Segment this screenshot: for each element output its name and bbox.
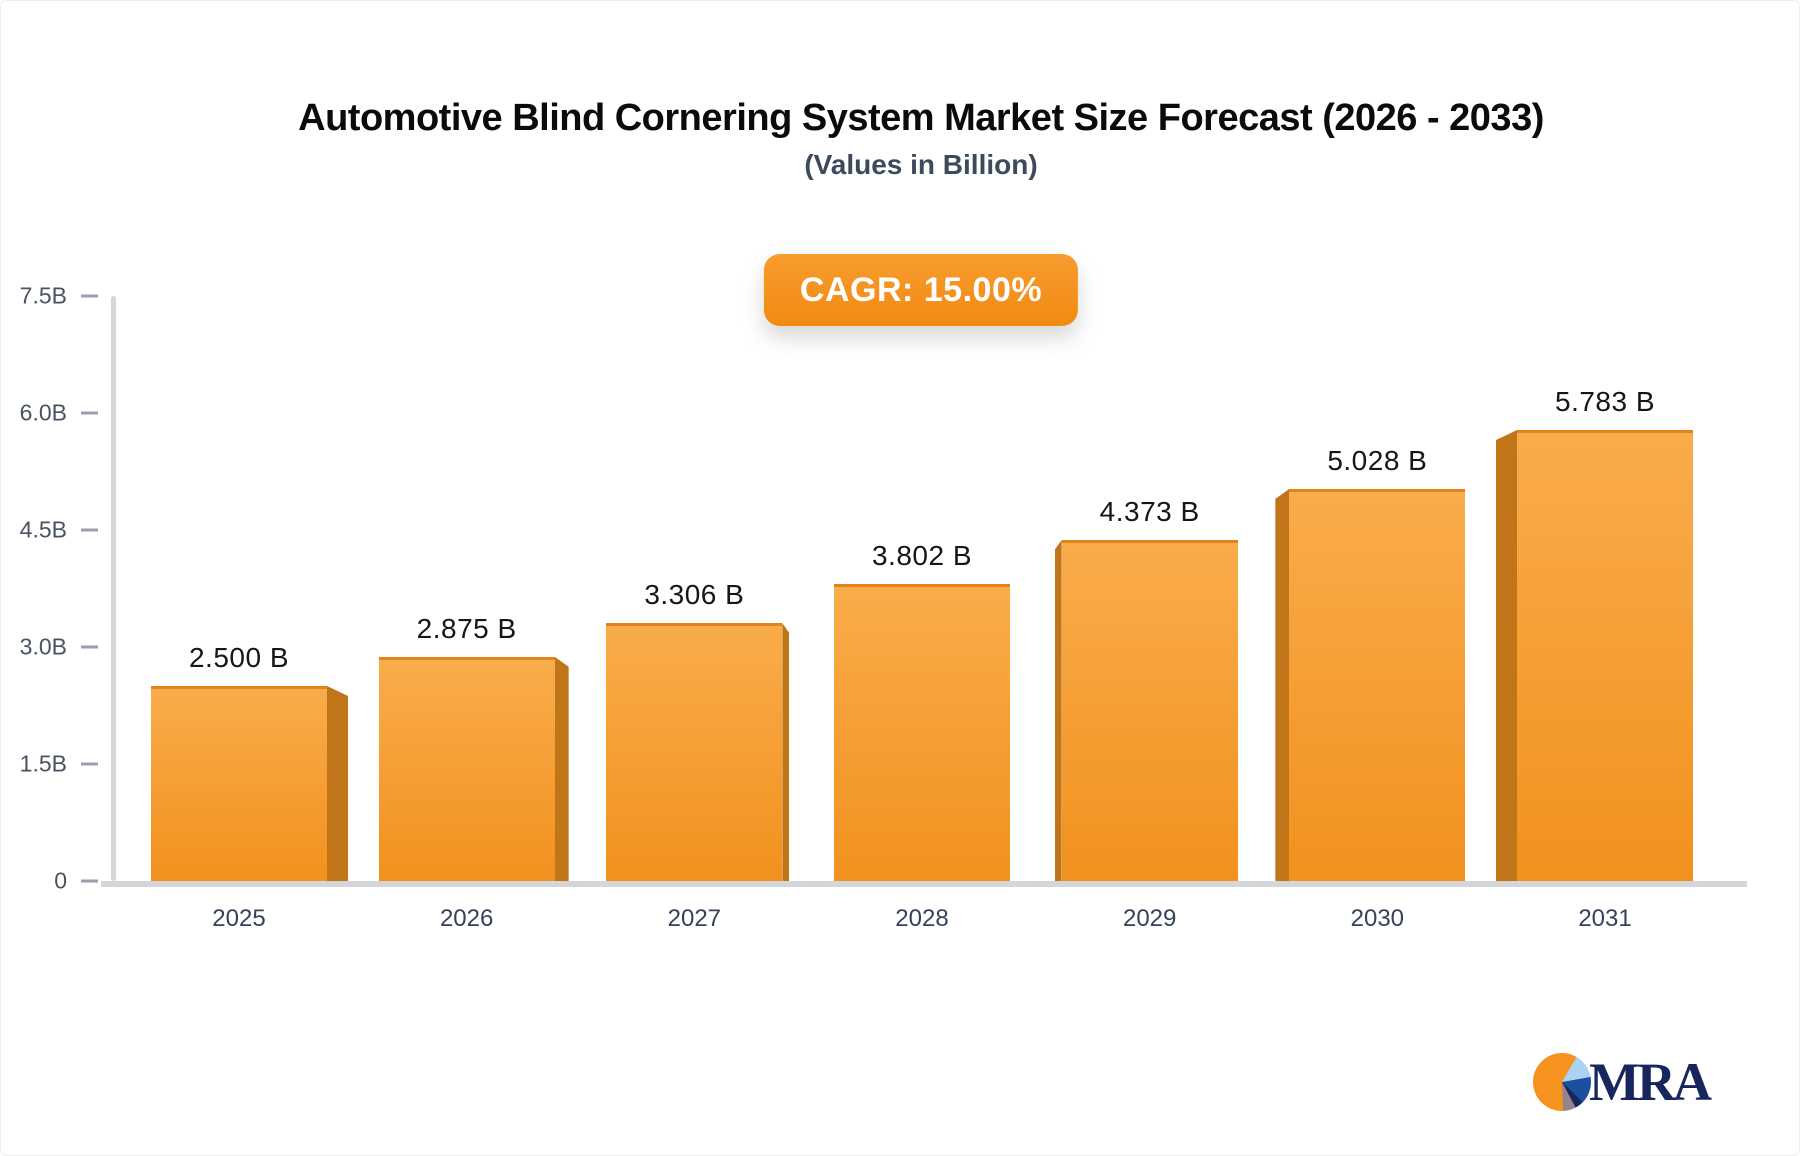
y-tick-label-1.5B: 1.5B [19, 750, 67, 777]
bar-value-label-2028: 3.802 B [871, 540, 973, 572]
bar-value-label-2031: 5.783 B [1555, 385, 1656, 417]
bar-value-label-2026: 2.875 B [416, 612, 517, 644]
x-axis-label-2028: 2028 [895, 905, 949, 932]
bar-side-2029 [1054, 539, 1062, 881]
y-tick-label-6.0B: 6.0B [19, 399, 67, 426]
bar-side-2026 [554, 656, 569, 881]
cagr-badge-label: CAGR: 15.00% [799, 270, 1043, 309]
pie-chart-icon [1533, 1053, 1592, 1111]
bar-value-label-2027: 3.306 B [644, 579, 745, 611]
y-tick-0 [81, 879, 98, 883]
cagr-badge: CAGR: 15.00% [763, 254, 1079, 326]
y-tick-label-3.0B: 3.0B [19, 633, 67, 660]
mra-logo: MRA [1533, 1052, 1712, 1112]
logo-text: MRA [1589, 1052, 1712, 1112]
x-axis-label-2026: 2026 [439, 905, 494, 932]
y-tick-1.5B [81, 762, 98, 766]
y-tick-label-0: 0 [54, 867, 67, 894]
x-axis-label-2030: 2030 [1350, 905, 1405, 932]
x-axis-label-2031: 2031 [1578, 905, 1632, 932]
x-axis-label-2029: 2029 [1122, 905, 1177, 932]
bar-side-2027 [782, 623, 790, 881]
bar-2025 [151, 686, 327, 881]
y-tick-4.5B [81, 528, 98, 532]
y-tick-label-4.5B: 4.5B [19, 516, 67, 543]
bar-2028 [834, 584, 1010, 881]
bar-2027 [606, 623, 783, 881]
bar-2030 [1289, 488, 1466, 881]
bar-side-2031 [1496, 429, 1518, 881]
bar-value-label-2025: 2.500 B [188, 642, 290, 673]
chart-subtitle: (Values in Billion) [804, 149, 1038, 180]
bar-2031 [1517, 429, 1694, 881]
y-tick-3.0B [81, 645, 98, 649]
bar-side-2025 [327, 686, 348, 881]
plot-area: 0 1.5B 3.0B 4.5B 6.0B 7.5B 2.500 B 2025 2.875 B 2… [20, 283, 1747, 932]
chart-title: Automotive Blind Cornering System Market… [298, 97, 1544, 139]
x-axis-baseline [101, 881, 1747, 887]
bar-value-label-2029: 4.373 B [1099, 495, 1200, 527]
y-tick-6.0B [81, 411, 98, 415]
x-axis-label-2025: 2025 [212, 905, 266, 932]
y-tick-7.5B [81, 294, 98, 298]
bar-side-2030 [1275, 488, 1290, 881]
x-axis-label-2027: 2027 [667, 905, 722, 932]
bar-2026 [378, 656, 555, 881]
y-tick-label-7.5B: 7.5B [19, 282, 67, 309]
y-axis-line [111, 296, 116, 881]
bar-value-label-2030: 5.028 B [1327, 444, 1428, 476]
bar-2029 [1061, 539, 1238, 881]
